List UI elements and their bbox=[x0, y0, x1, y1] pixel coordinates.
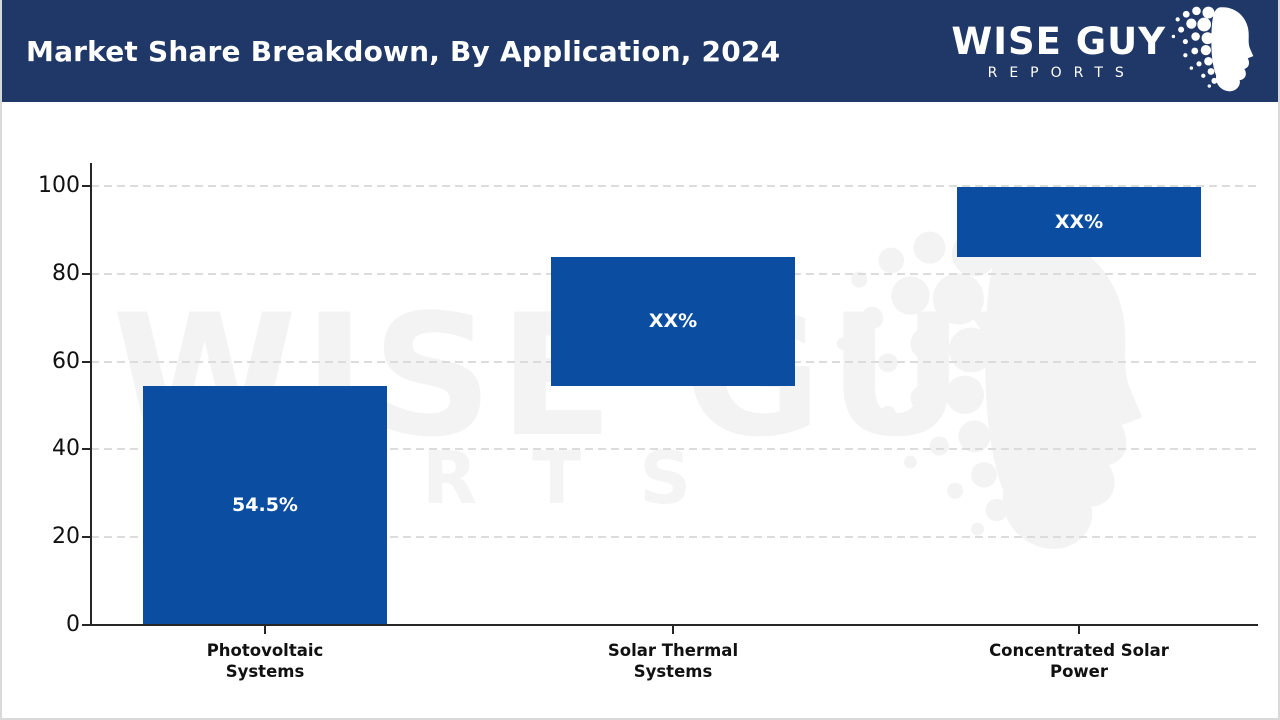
bar-segment: XX% bbox=[551, 257, 795, 386]
x-category-label-line: Concentrated Solar bbox=[989, 641, 1169, 660]
bar-segment: XX% bbox=[957, 186, 1201, 258]
y-gridline bbox=[91, 185, 1258, 187]
y-axis-tick-label: 60 bbox=[52, 348, 80, 374]
y-axis-tickmark bbox=[82, 536, 91, 539]
logo-text: WISE GUY REPORTS bbox=[951, 23, 1166, 80]
header-bar: Market Share Breakdown, By Application, … bbox=[2, 0, 1278, 102]
bar-value-label: XX% bbox=[648, 310, 698, 333]
x-category-label-line: Photovoltaic bbox=[206, 641, 324, 660]
y-axis-tick-label: 20 bbox=[52, 524, 80, 550]
watermark-head-icon bbox=[836, 231, 1143, 549]
y-axis-tickmark bbox=[82, 272, 91, 275]
x-category-label-line: Power bbox=[1050, 662, 1108, 681]
bar-value-label: XX% bbox=[1054, 210, 1104, 233]
y-axis-tickmark bbox=[82, 185, 91, 187]
y-axis-tick-label: 0 bbox=[66, 612, 80, 637]
x-category-label-line: Solar Thermal bbox=[607, 641, 739, 660]
y-axis-tick-label: 80 bbox=[52, 260, 80, 286]
y-axis-tickmark bbox=[82, 624, 91, 626]
x-axis-tickmark bbox=[264, 625, 266, 634]
y-axis-tickmark bbox=[82, 448, 91, 451]
logo-brand-subtext: REPORTS bbox=[987, 64, 1136, 81]
y-gridline bbox=[91, 448, 1258, 451]
y-gridline bbox=[91, 536, 1258, 539]
x-category-label-line: Systems bbox=[225, 662, 305, 681]
y-axis-tick-label: 40 bbox=[52, 436, 80, 462]
logo-brand-text: WISE GUY bbox=[951, 19, 1166, 63]
y-axis-line bbox=[90, 163, 92, 626]
chart-title: Market Share Breakdown, By Application, … bbox=[26, 34, 781, 68]
x-category-label: Concentrated Solar Power bbox=[919, 640, 1239, 682]
x-axis-line bbox=[91, 624, 1258, 626]
x-axis-tickmark bbox=[1078, 625, 1080, 634]
x-axis-tickmark bbox=[672, 625, 674, 634]
y-axis-tickmark bbox=[82, 360, 91, 363]
bar-value-label: 54.5% bbox=[232, 494, 298, 517]
wise-guy-logo: WISE GUY REPORTS bbox=[951, 4, 1254, 98]
x-category-label-line: Systems bbox=[633, 662, 713, 681]
wise-guy-head-icon bbox=[1171, 6, 1254, 92]
y-axis-tick-label: 100 bbox=[38, 173, 80, 198]
x-category-label: Solar Thermal Systems bbox=[513, 640, 833, 682]
x-category-label: Photovoltaic Systems bbox=[105, 640, 425, 682]
bar-segment: 54.5% bbox=[143, 385, 387, 625]
